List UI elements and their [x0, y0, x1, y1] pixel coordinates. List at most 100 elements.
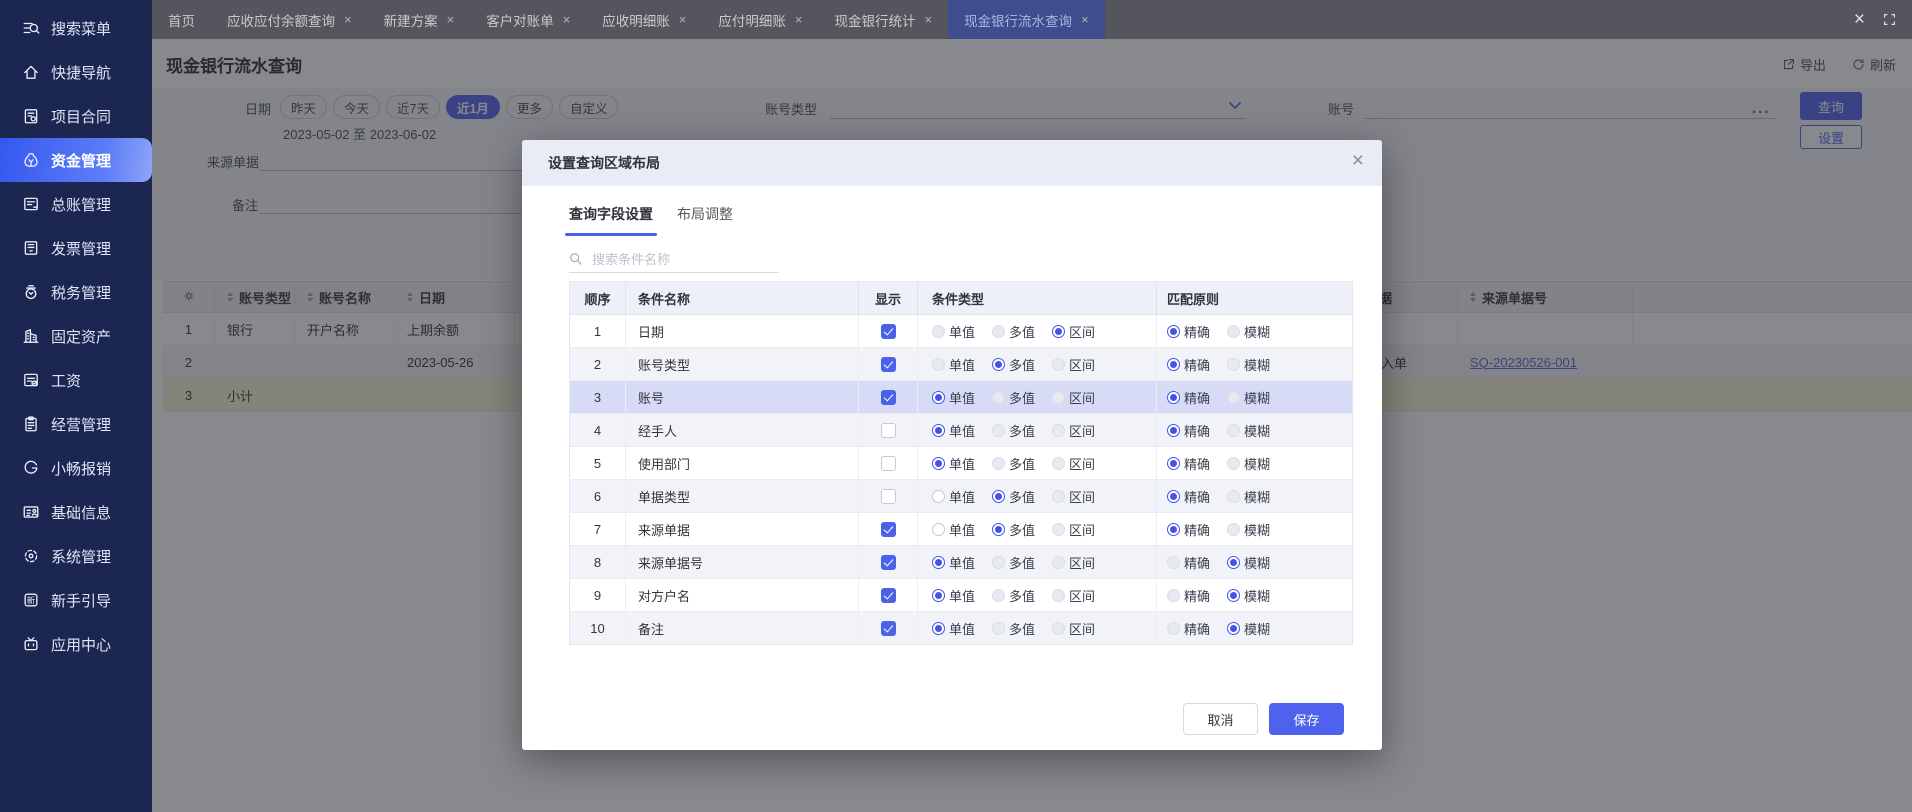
type-option-multi[interactable]: 多值 [992, 421, 1035, 440]
tab[interactable]: 应收应付余额查询 × [211, 0, 368, 39]
match-option-exact[interactable]: 精确 [1167, 586, 1210, 605]
type-option-multi[interactable]: 多值 [992, 619, 1035, 638]
tab-close-icon[interactable]: × [344, 12, 352, 27]
match-option-exact[interactable]: 精确 [1167, 619, 1210, 638]
match-option-fuzzy[interactable]: 模糊 [1227, 454, 1270, 473]
field-row[interactable]: 7 来源单据 单值 多值 区间 精确 模糊 [570, 512, 1352, 545]
fullscreen-icon[interactable] [1883, 13, 1896, 26]
type-option-multi[interactable]: 多值 [992, 487, 1035, 506]
type-option-range[interactable]: 区间 [1052, 487, 1095, 506]
type-option-range[interactable]: 区间 [1052, 454, 1095, 473]
tab-close-icon[interactable]: × [446, 12, 455, 27]
match-option-fuzzy[interactable]: 模糊 [1227, 619, 1270, 638]
tab[interactable]: 现金银行流水查询 × [948, 0, 1105, 39]
type-option-range[interactable]: 区间 [1052, 586, 1095, 605]
sidebar-item[interactable]: 资金管理 [0, 138, 152, 182]
sidebar-item[interactable]: 快捷导航 [0, 50, 152, 94]
match-option-exact[interactable]: 精确 [1167, 388, 1210, 407]
match-option-exact[interactable]: 精确 [1167, 355, 1210, 374]
field-row[interactable]: 3 账号 单值 多值 区间 精确 模糊 [570, 380, 1352, 413]
show-checkbox[interactable] [880, 422, 896, 438]
tab-close-icon[interactable]: × [562, 12, 571, 27]
match-option-exact[interactable]: 精确 [1167, 520, 1210, 539]
type-option-single[interactable]: 单值 [932, 355, 975, 374]
tab[interactable]: 现金银行统计 × [818, 0, 948, 39]
sidebar-item[interactable]: 经营管理 [0, 402, 152, 446]
tab[interactable]: 应收明细账 × [586, 0, 702, 39]
show-checkbox[interactable] [880, 521, 896, 537]
field-row[interactable]: 4 经手人 单值 多值 区间 精确 模糊 [570, 413, 1352, 446]
show-checkbox[interactable] [880, 587, 896, 603]
condition-search-input[interactable] [590, 250, 754, 268]
type-option-multi[interactable]: 多值 [992, 322, 1035, 341]
sidebar-item[interactable]: 新 新手引导 [0, 578, 152, 622]
type-option-multi[interactable]: 多值 [992, 388, 1035, 407]
type-option-range[interactable]: 区间 [1052, 520, 1095, 539]
save-button[interactable]: 保存 [1269, 703, 1344, 735]
field-row[interactable]: 5 使用部门 单值 多值 区间 精确 模糊 [570, 446, 1352, 479]
match-option-fuzzy[interactable]: 模糊 [1227, 586, 1270, 605]
sidebar-item[interactable]: 税务管理 [0, 270, 152, 314]
type-option-single[interactable]: 单值 [932, 388, 975, 407]
show-checkbox[interactable] [880, 455, 896, 471]
tab[interactable]: 新建方案 × [368, 0, 471, 39]
type-option-single[interactable]: 单值 [932, 487, 975, 506]
sidebar-item[interactable]: 应用中心 [0, 622, 152, 666]
sidebar-item[interactable]: 系统管理 [0, 534, 152, 578]
show-checkbox[interactable] [880, 620, 896, 636]
type-option-range[interactable]: 区间 [1052, 322, 1095, 341]
match-option-fuzzy[interactable]: 模糊 [1227, 322, 1270, 341]
type-option-multi[interactable]: 多值 [992, 553, 1035, 572]
match-option-fuzzy[interactable]: 模糊 [1227, 487, 1270, 506]
type-option-range[interactable]: 区间 [1052, 355, 1095, 374]
type-option-single[interactable]: 单值 [932, 454, 975, 473]
type-option-single[interactable]: 单值 [932, 619, 975, 638]
match-option-fuzzy[interactable]: 模糊 [1227, 421, 1270, 440]
tab-close-icon[interactable]: × [794, 12, 803, 27]
show-checkbox[interactable] [880, 323, 896, 339]
sidebar-item[interactable]: 发票管理 [0, 226, 152, 270]
type-option-single[interactable]: 单值 [932, 553, 975, 572]
tab[interactable]: 应付明细账 × [702, 0, 818, 39]
match-option-fuzzy[interactable]: 模糊 [1227, 388, 1270, 407]
match-option-exact[interactable]: 精确 [1167, 322, 1210, 341]
tab-query-field-settings[interactable]: 查询字段设置 [565, 204, 657, 236]
field-row[interactable]: 10 备注 单值 多值 区间 精确 模糊 [570, 611, 1352, 644]
tab-close-icon[interactable]: × [1081, 12, 1089, 27]
type-option-multi[interactable]: 多值 [992, 454, 1035, 473]
match-option-exact[interactable]: 精确 [1167, 421, 1210, 440]
show-checkbox[interactable] [880, 356, 896, 372]
field-row[interactable]: 8 来源单据号 单值 多值 区间 精确 模糊 [570, 545, 1352, 578]
match-option-exact[interactable]: 精确 [1167, 454, 1210, 473]
sidebar-item[interactable]: 工资 [0, 358, 152, 402]
tab[interactable]: 首页 × [152, 0, 211, 39]
show-checkbox[interactable] [880, 554, 896, 570]
match-option-exact[interactable]: 精确 [1167, 553, 1210, 572]
sidebar-item[interactable]: 固定资产 [0, 314, 152, 358]
match-option-fuzzy[interactable]: 模糊 [1227, 520, 1270, 539]
cancel-button[interactable]: 取消 [1183, 703, 1258, 735]
tab[interactable]: 客户对账单 × [470, 0, 586, 39]
sidebar-item[interactable]: 基础信息 [0, 490, 152, 534]
dialog-close-icon[interactable]: × [1351, 149, 1364, 172]
type-option-single[interactable]: 单值 [932, 421, 975, 440]
sidebar-item[interactable]: 搜索菜单 [0, 6, 152, 50]
show-checkbox[interactable] [880, 488, 896, 504]
sidebar-item[interactable]: 总账管理 [0, 182, 152, 226]
field-row[interactable]: 6 单据类型 单值 多值 区间 精确 模糊 [570, 479, 1352, 512]
match-option-exact[interactable]: 精确 [1167, 487, 1210, 506]
field-row[interactable]: 2 账号类型 单值 多值 区间 精确 模糊 [570, 347, 1352, 380]
tab-close-icon[interactable]: × [678, 12, 687, 27]
tab-layout-adjust[interactable]: 布局调整 [677, 206, 733, 222]
field-row[interactable]: 1 日期 单值 多值 区间 精确 模糊 [570, 315, 1352, 347]
tab-close-icon[interactable]: × [924, 12, 933, 27]
match-option-fuzzy[interactable]: 模糊 [1227, 355, 1270, 374]
type-option-multi[interactable]: 多值 [992, 520, 1035, 539]
type-option-range[interactable]: 区间 [1052, 619, 1095, 638]
type-option-range[interactable]: 区间 [1052, 388, 1095, 407]
sidebar-item[interactable]: 小畅报销 [0, 446, 152, 490]
type-option-multi[interactable]: 多值 [992, 586, 1035, 605]
match-option-fuzzy[interactable]: 模糊 [1227, 553, 1270, 572]
field-row[interactable]: 9 对方户名 单值 多值 区间 精确 模糊 [570, 578, 1352, 611]
type-option-single[interactable]: 单值 [932, 586, 975, 605]
